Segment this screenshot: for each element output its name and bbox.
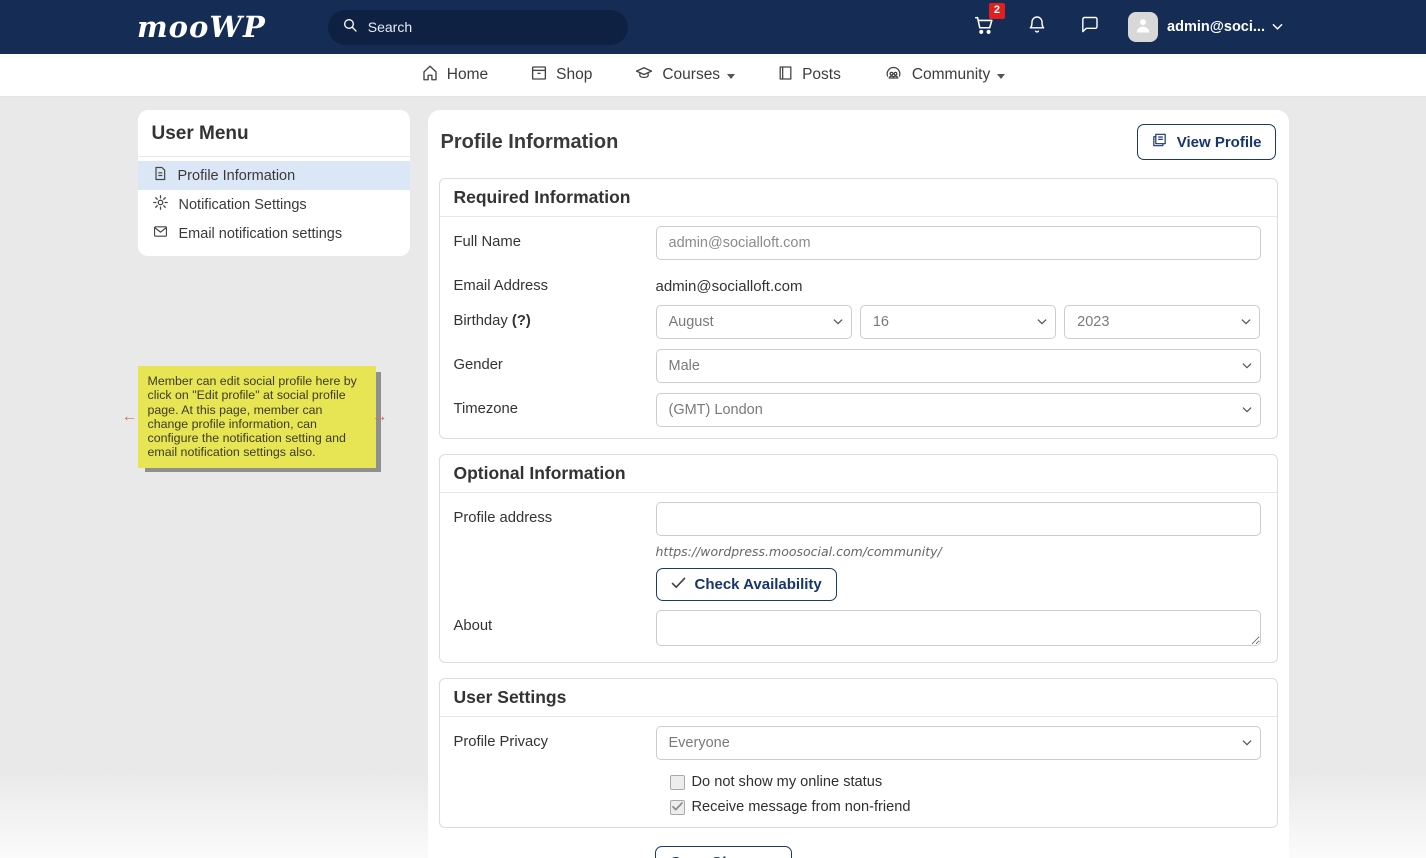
- search-icon: [342, 17, 358, 38]
- birthday-month-select[interactable]: August: [655, 305, 852, 339]
- annotation-note-wrap: ← Member can edit social profile here by…: [122, 366, 388, 468]
- chat-icon: [1079, 15, 1100, 40]
- profile-privacy-label: Profile Privacy: [453, 734, 549, 750]
- profile-address-label: Profile address: [453, 510, 553, 526]
- search-box[interactable]: [327, 9, 628, 45]
- gender-select[interactable]: Male: [655, 349, 1261, 383]
- save-changes-label: Save Changes: [671, 855, 777, 858]
- cart-button[interactable]: 2: [973, 2, 1006, 41]
- profile-edit-panel: Profile Information View Profile Require…: [427, 110, 1289, 858]
- home-icon: [421, 64, 439, 87]
- section-title: Optional Information: [439, 455, 1277, 493]
- top-navbar: mooWP 2: [0, 0, 1426, 54]
- online-status-checkbox-row[interactable]: Do not show my online status: [669, 774, 1277, 790]
- user-avatar-icon: [1133, 15, 1153, 40]
- sidebar-item-profile-information[interactable]: Profile Information: [137, 161, 410, 190]
- about-label: About: [453, 618, 493, 634]
- section-title: User Settings: [439, 679, 1277, 717]
- posts-icon: [777, 64, 794, 87]
- caret-down-icon: [997, 73, 1006, 79]
- optional-information-section: Optional Information Profile address htt…: [438, 454, 1278, 663]
- nav-item-community[interactable]: Community: [883, 63, 1006, 87]
- cart-icon: [973, 14, 995, 41]
- nav-item-shop[interactable]: Shop: [530, 64, 592, 87]
- section-title: Required Information: [439, 179, 1277, 217]
- online-status-checkbox-label: Do not show my online status: [691, 774, 883, 790]
- caret-down-icon: [727, 73, 736, 79]
- nav-label: Community: [911, 66, 991, 83]
- account-name: admin@soci...: [1167, 19, 1265, 35]
- bell-icon: [1027, 14, 1047, 40]
- account-menu[interactable]: admin@soci...: [1167, 18, 1283, 36]
- sticky-note: Member can edit social profile here by c…: [137, 366, 376, 468]
- receive-message-checkbox-label: Receive message from non-friend: [691, 799, 911, 815]
- nav-label: Posts: [802, 66, 841, 83]
- user-menu-title: User Menu: [137, 110, 410, 157]
- user-settings-section: User Settings Profile Privacy Everyone: [438, 678, 1278, 828]
- nav-label: Shop: [556, 66, 593, 83]
- envelope-icon: [152, 224, 169, 243]
- receive-message-checkbox[interactable]: [669, 798, 685, 816]
- chevron-down-icon: [1265, 18, 1283, 36]
- search-input[interactable]: [367, 19, 608, 35]
- required-information-section: Required Information Full Name Email Add…: [438, 178, 1278, 439]
- messages-button[interactable]: [1079, 15, 1100, 40]
- graduation-cap-icon: [634, 64, 654, 87]
- gender-label: Gender: [453, 357, 503, 373]
- check-icon: [671, 798, 683, 816]
- sidebar-item-label: Notification Settings: [178, 196, 307, 213]
- sidebar-item-label: Email notification settings: [178, 225, 343, 242]
- nav-item-courses[interactable]: Courses: [634, 64, 736, 87]
- profile-address-hint: https://wordpress.moosocial.com/communit…: [655, 544, 942, 559]
- profile-privacy-select[interactable]: Everyone: [655, 726, 1261, 760]
- sidebar-item-email-notification-settings[interactable]: Email notification settings: [138, 219, 410, 248]
- about-textarea[interactable]: [655, 610, 1261, 646]
- email-address-label: Email Address: [453, 278, 549, 294]
- view-profile-button[interactable]: View Profile: [1136, 124, 1276, 160]
- timezone-select[interactable]: (GMT) London: [655, 393, 1261, 427]
- cart-count-badge: 2: [988, 2, 1006, 19]
- document-icon: [152, 165, 168, 186]
- check-availability-label: Check Availability: [694, 576, 822, 593]
- user-avatar[interactable]: [1128, 12, 1159, 42]
- email-address-value: admin@socialloft.com: [655, 278, 803, 295]
- page-title: Profile Information: [440, 130, 619, 153]
- nav-label: Courses: [662, 66, 721, 83]
- timezone-label: Timezone: [453, 401, 518, 417]
- nav-item-home[interactable]: Home: [421, 64, 488, 87]
- online-status-checkbox[interactable]: [669, 774, 685, 790]
- birthday-year-select[interactable]: 2023: [1064, 305, 1261, 339]
- main-navigation: Home Shop Courses Posts Community: [0, 54, 1426, 97]
- right-arrow-icon: →: [371, 407, 388, 425]
- user-menu-card: User Menu Profile Information Notificati…: [137, 110, 410, 256]
- birthday-label: Birthday (?): [453, 313, 531, 329]
- view-profile-label: View Profile: [1176, 133, 1262, 151]
- sidebar-item-notification-settings[interactable]: Notification Settings: [138, 190, 410, 219]
- save-changes-button[interactable]: Save Changes: [654, 846, 793, 858]
- nav-item-posts[interactable]: Posts: [777, 64, 841, 87]
- gear-icon: [152, 194, 169, 215]
- notifications-button[interactable]: [1027, 14, 1047, 40]
- full-name-label: Full Name: [453, 234, 521, 250]
- site-logo[interactable]: mooWP: [137, 10, 266, 44]
- sidebar-item-label: Profile Information: [177, 167, 296, 184]
- profile-address-input[interactable]: [655, 502, 1261, 536]
- shop-icon: [530, 64, 548, 87]
- nav-label: Home: [446, 66, 489, 83]
- check-availability-button[interactable]: Check Availability: [655, 568, 837, 601]
- birthday-help-link[interactable]: (?): [511, 313, 531, 329]
- community-icon: [883, 63, 904, 87]
- left-arrow-icon: ←: [121, 407, 138, 425]
- check-icon: [671, 576, 695, 593]
- birthday-day-select[interactable]: 16: [859, 305, 1057, 339]
- receive-message-checkbox-row[interactable]: Receive message from non-friend: [669, 798, 1277, 816]
- full-name-input[interactable]: [655, 226, 1261, 260]
- view-profile-icon: [1151, 132, 1177, 152]
